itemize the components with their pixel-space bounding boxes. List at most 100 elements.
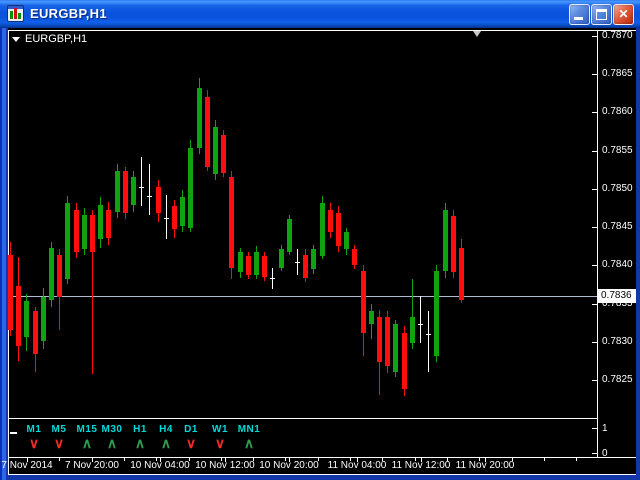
price-axis-line <box>597 30 598 458</box>
time-tick-major <box>485 457 486 462</box>
candle-body <box>328 210 333 232</box>
candle-body <box>49 248 54 300</box>
chart-border-bottom <box>8 474 636 475</box>
candle-wick <box>141 157 142 206</box>
time-tick <box>447 457 448 461</box>
candle-body <box>443 210 448 271</box>
time-tick-major <box>225 457 226 462</box>
candle-body <box>254 252 259 275</box>
time-axis-label: 11 Nov 20:00 <box>455 460 515 471</box>
timeframe-label-m5: M5 <box>51 424 67 435</box>
candlestick-plot[interactable]: 0.7870 0.7865 0.7860 0.7855 0.7850 0.7845 0.78… <box>1 28 636 475</box>
candle-body <box>90 215 95 252</box>
candle-body <box>16 286 21 346</box>
candle-body <box>98 205 103 239</box>
candle-body <box>369 311 374 324</box>
candle-body <box>180 197 185 226</box>
time-tick <box>253 457 254 461</box>
price-tick <box>592 342 597 343</box>
time-axis-line <box>8 457 636 458</box>
price-tick-label: 0.7835 <box>602 298 633 309</box>
candle-body <box>41 297 46 341</box>
window-title: EURGBP,H1 <box>30 6 107 21</box>
timeframe-signal-arrow-down: ∨ <box>185 435 197 451</box>
candle-body <box>197 88 202 148</box>
subwindow-scale-label: 0 <box>602 448 608 459</box>
price-tick <box>592 380 597 381</box>
candle-body <box>303 255 308 278</box>
subwindow-scale-tick <box>592 453 597 454</box>
chart-symbol-label: EURGBP,H1 <box>25 33 88 45</box>
price-tick-label: 0.7870 <box>602 30 633 41</box>
timeframe-label-m30: M30 <box>101 424 123 435</box>
candle-body <box>402 333 407 389</box>
timeframe-signal-arrow-up: ∧ <box>81 435 93 451</box>
candle-body <box>8 255 13 330</box>
timeframe-signal-arrow-up: ∧ <box>160 435 172 451</box>
candle-body <box>106 210 111 238</box>
candle-body <box>115 171 120 212</box>
candle-body <box>33 311 38 354</box>
window-titlebar[interactable]: EURGBP,H1 ✕ <box>0 0 640 28</box>
maximize-button[interactable] <box>591 4 612 25</box>
candle-body <box>205 97 210 167</box>
candle-body <box>131 177 136 205</box>
price-tick-label: 0.7845 <box>602 221 633 232</box>
timeframe-signal-arrow-down: ∨ <box>214 435 226 451</box>
timeframe-label-m1: M1 <box>26 424 42 435</box>
candle-body <box>320 203 325 256</box>
time-tick <box>318 457 319 461</box>
timeframe-signal-arrow-up: ∧ <box>243 435 255 451</box>
candle-body <box>434 271 439 356</box>
doji-cross-bar <box>139 187 144 188</box>
candle-body <box>352 249 357 265</box>
price-tick-label: 0.7825 <box>602 374 633 385</box>
time-tick <box>544 457 545 461</box>
time-tick <box>124 457 125 461</box>
price-tick <box>592 151 597 152</box>
candle-body <box>74 210 79 252</box>
doji-cross-bar <box>418 324 423 325</box>
price-tick <box>592 265 597 266</box>
candle-wick <box>166 195 167 239</box>
candle-body <box>57 255 62 297</box>
timeframe-label-mn1: MN1 <box>237 424 261 435</box>
doji-cross-bar <box>147 196 152 197</box>
price-tick <box>592 304 597 305</box>
price-tick-label: 0.7850 <box>602 183 633 194</box>
candle-wick <box>92 210 93 374</box>
minimize-button[interactable] <box>569 4 590 25</box>
time-tick-major <box>289 457 290 462</box>
timeframe-label-d1: D1 <box>184 424 198 435</box>
subwindow-separator <box>8 418 598 419</box>
time-tick <box>576 457 577 461</box>
price-tick-label: 0.7855 <box>602 145 633 156</box>
time-tick-major <box>421 457 422 462</box>
candle-body <box>229 177 234 268</box>
close-button[interactable]: ✕ <box>613 4 634 25</box>
time-axis-label: 7 Nov 2014 <box>1 460 53 471</box>
timeframe-signal-arrow-up: ∧ <box>134 435 146 451</box>
maximize-icon <box>596 9 607 20</box>
candle-body <box>24 301 29 337</box>
price-tick-label: 0.7865 <box>602 68 633 79</box>
candle-body <box>156 187 161 213</box>
subwindow-collapse-dash[interactable] <box>10 432 17 434</box>
timeframe-label-m15: M15 <box>76 424 98 435</box>
price-tick <box>592 227 597 228</box>
symbol-marker-triangle-icon <box>12 37 20 42</box>
time-tick <box>59 457 60 461</box>
timeframe-signal-arrow-up: ∧ <box>106 435 118 451</box>
time-axis-label: 11 Nov 04:00 <box>327 460 387 471</box>
timeframe-label-h4: H4 <box>159 424 173 435</box>
time-tick <box>350 457 351 461</box>
candle-body <box>82 215 87 249</box>
time-tick-major <box>27 457 28 462</box>
time-axis-label: 11 Nov 12:00 <box>391 460 451 471</box>
chart-client-area[interactable]: EURGBP,H1 0.7870 0.7865 0.7860 0.7855 0.7850… <box>1 28 636 475</box>
current-price-box: 0.7836 <box>598 289 636 303</box>
price-tick <box>592 74 597 75</box>
candle-body <box>123 171 128 213</box>
chart-shift-marker-icon[interactable] <box>473 31 481 37</box>
